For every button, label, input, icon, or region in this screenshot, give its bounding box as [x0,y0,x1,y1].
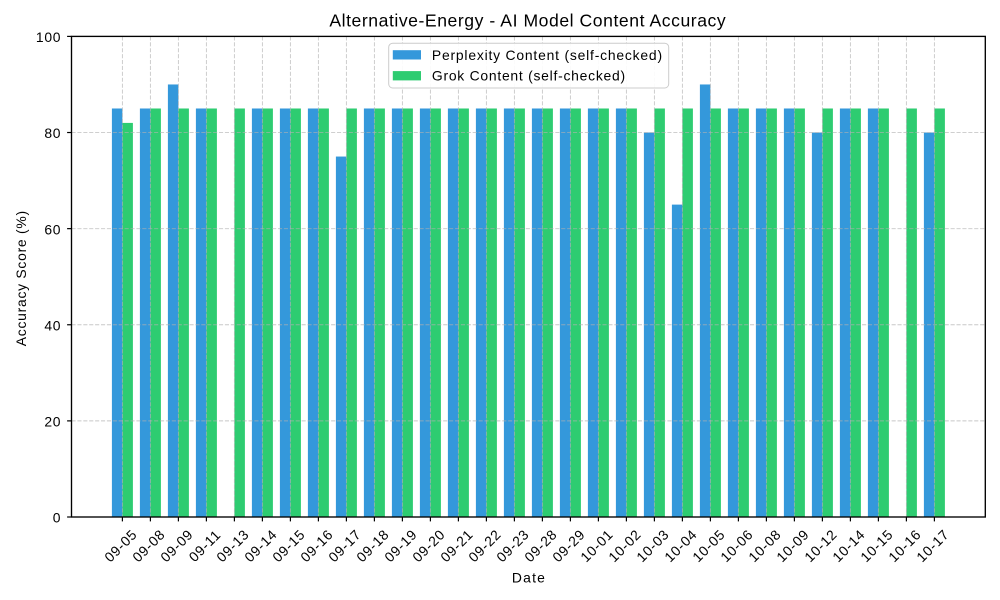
svg-text:Date: Date [512,570,546,586]
svg-text:60: 60 [44,221,61,237]
svg-text:100: 100 [36,29,61,45]
svg-text:0: 0 [53,510,61,526]
svg-text:Grok Content (self-checked): Grok Content (self-checked) [432,67,626,83]
svg-text:40: 40 [44,317,61,333]
svg-text:Perplexity Content (self-check: Perplexity Content (self-checked) [432,47,663,63]
svg-text:80: 80 [44,125,61,141]
svg-text:Alternative-Energy - AI Model: Alternative-Energy - AI Model Content Ac… [329,11,726,31]
svg-text:20: 20 [44,414,61,430]
svg-text:Accuracy Score (%): Accuracy Score (%) [13,210,29,346]
